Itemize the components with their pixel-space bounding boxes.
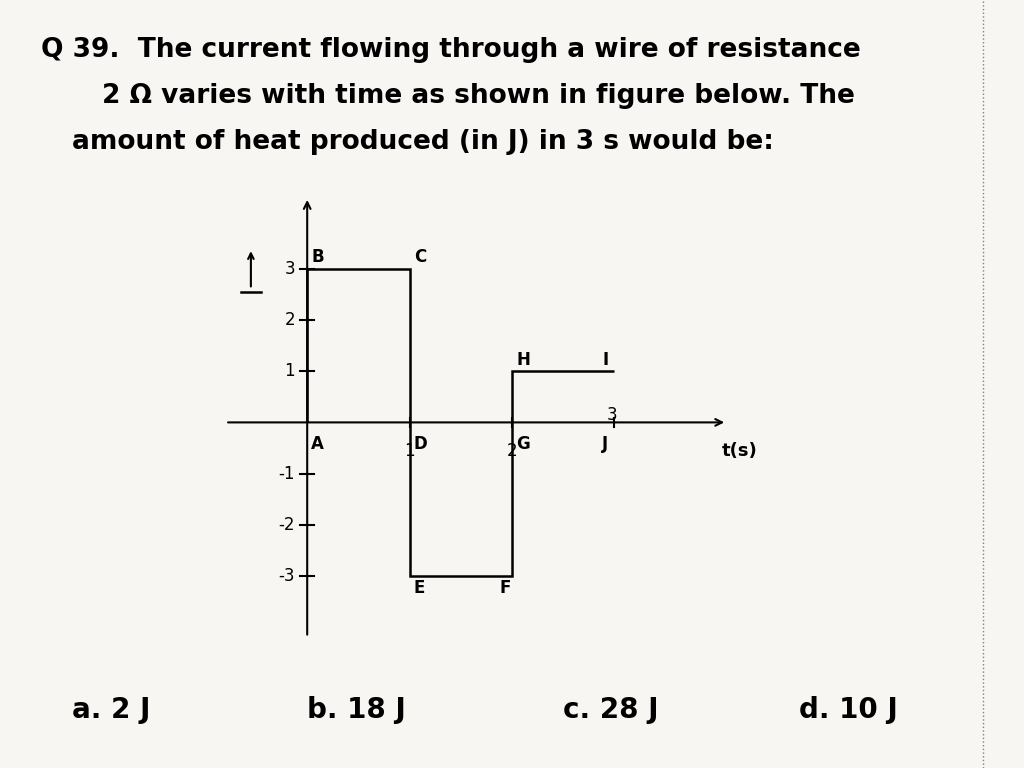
Text: -3: -3 [279,567,295,585]
Text: b. 18 J: b. 18 J [307,697,406,724]
Text: G: G [516,435,529,453]
Text: amount of heat produced (in J) in 3 s would be:: amount of heat produced (in J) in 3 s wo… [72,129,773,155]
Text: 2: 2 [285,311,295,329]
Text: 1: 1 [404,442,415,460]
Text: 3: 3 [606,406,616,424]
Text: t(s): t(s) [722,442,758,460]
Text: B: B [311,248,324,266]
Text: 3: 3 [285,260,295,278]
Text: C: C [414,248,426,266]
Text: H: H [516,351,530,369]
Text: D: D [414,435,427,453]
Text: d. 10 J: d. 10 J [799,697,897,724]
Text: 1: 1 [285,362,295,380]
Text: J: J [602,435,608,453]
Text: F: F [500,578,511,597]
Text: 2: 2 [507,442,517,460]
Text: E: E [414,578,425,597]
Text: a. 2 J: a. 2 J [72,697,151,724]
Text: I: I [602,351,608,369]
Text: -1: -1 [279,465,295,482]
Text: 2 Ω varies with time as shown in figure below. The: 2 Ω varies with time as shown in figure … [102,83,855,109]
Text: Q 39.  The current flowing through a wire of resistance: Q 39. The current flowing through a wire… [41,37,861,63]
Text: -2: -2 [279,516,295,534]
Text: c. 28 J: c. 28 J [563,697,658,724]
Text: A: A [311,435,325,453]
